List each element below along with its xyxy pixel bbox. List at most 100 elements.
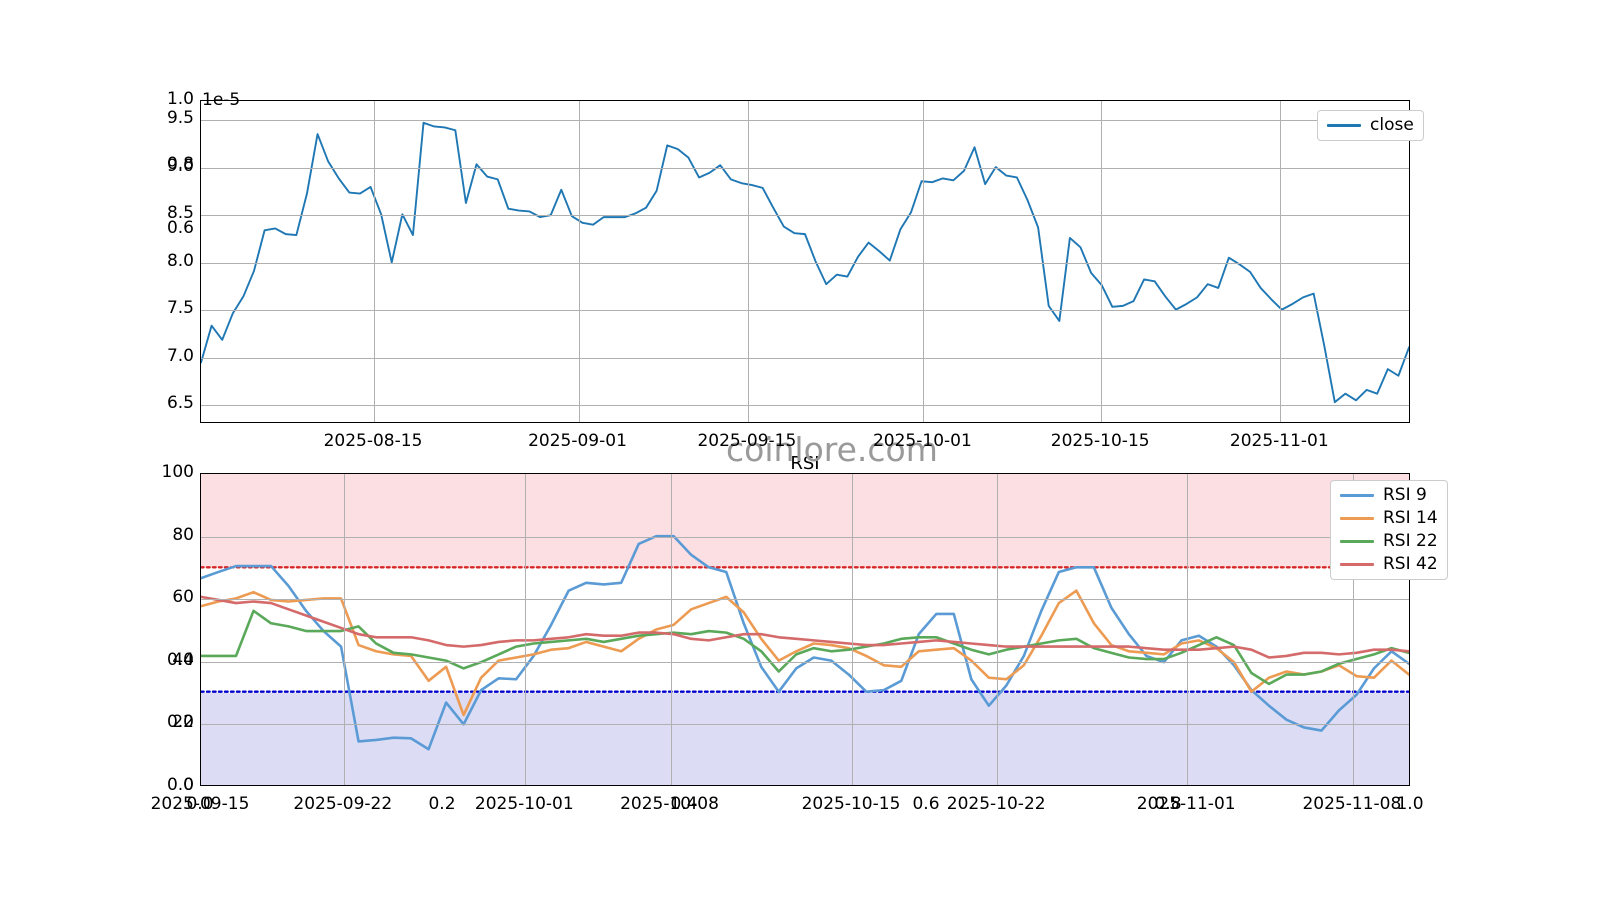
price-xtick-5: 2025-11-01 xyxy=(1229,431,1329,451)
rsi-legend: RSI 9 RSI 14 RSI 22 RSI 42 xyxy=(1330,480,1448,580)
price-gridline-v xyxy=(1280,101,1282,422)
rsi-gridline-h xyxy=(201,661,1409,663)
rsi-ytick-mark xyxy=(200,537,201,538)
rsi-gridline-v xyxy=(343,474,345,785)
rsi-gridline-h xyxy=(201,536,1409,538)
legend-label-rsi-22: RSI 22 xyxy=(1383,531,1438,551)
rsi-gridline-v xyxy=(852,474,853,785)
rsi-ytick-0: 0 xyxy=(183,775,194,795)
price-xtick-2: 2025-09-15 xyxy=(697,431,797,451)
rsi-overlay-xtick-0.6: 0.6 xyxy=(912,794,940,814)
price-gridline-v xyxy=(747,101,749,422)
price-gridline-h xyxy=(201,310,1409,311)
rsi-ytick-40: 40 xyxy=(172,649,194,670)
legend-item-close[interactable]: close xyxy=(1327,117,1414,134)
rsi-gridline-v xyxy=(997,474,999,785)
rsi-gridline-v xyxy=(525,474,527,785)
price-ytick-mark xyxy=(200,358,201,359)
price-xtick-0: 2025-08-15 xyxy=(323,431,423,451)
rsi-xtick-2: 2025-10-01 xyxy=(474,794,574,814)
price-legend: close xyxy=(1317,110,1424,141)
rsi-ytick-mark xyxy=(200,785,201,786)
rsi-xtick-6: 2025-11-01 xyxy=(1136,794,1236,814)
rsi-overlay-ytick-0.4: 0.4 xyxy=(166,649,194,670)
price-gridline-h xyxy=(201,167,1409,169)
price-gridline-v xyxy=(578,101,580,422)
price-ytick-8.5: 8.5 xyxy=(166,203,194,223)
price-gridline-h xyxy=(201,405,1409,406)
legend-label-rsi-42: RSI 42 xyxy=(1383,554,1438,574)
rsi-series-lines xyxy=(201,474,1409,785)
price-ytick-mark xyxy=(200,215,201,216)
rsi-ytick-mark xyxy=(200,724,201,725)
rsi-gridline-v xyxy=(1352,474,1354,785)
legend-label-rsi-9: RSI 9 xyxy=(1383,485,1427,505)
legend-item-rsi-9[interactable]: RSI 9 xyxy=(1340,487,1438,504)
price-overlay-ytick-1.0: 1.0 xyxy=(166,89,194,109)
rsi-overlay-xtick-1.0: 1.0 xyxy=(1396,794,1424,814)
price-overlay-ytick-0.6: 0.6 xyxy=(166,218,194,239)
rsi-overlay-ytick-0.0: 0.0 xyxy=(166,775,194,795)
price-ytick-mark xyxy=(200,168,201,169)
rsi-overbought-band xyxy=(201,474,1409,568)
rsi-overlay-xtick-0.2: 0.2 xyxy=(428,794,456,814)
rsi-ytick-60: 60 xyxy=(172,587,194,608)
price-ytick-mark xyxy=(200,310,201,311)
price-gridline-h xyxy=(201,357,1409,359)
coinlore-watermark: coinlore.com xyxy=(726,430,938,469)
price-ytick-7.5: 7.5 xyxy=(166,298,194,318)
legend-swatch-rsi-42 xyxy=(1340,563,1374,566)
legend-item-rsi-42[interactable]: RSI 42 xyxy=(1340,556,1438,573)
legend-label-rsi-14: RSI 14 xyxy=(1383,508,1438,528)
price-chart-panel xyxy=(200,100,1410,423)
legend-swatch-close xyxy=(1327,124,1361,127)
price-gridline-v xyxy=(374,101,375,422)
close-price-line xyxy=(201,101,1409,422)
price-xtick-4: 2025-10-15 xyxy=(1050,431,1150,451)
rsi-ytick-80: 80 xyxy=(172,524,194,545)
rsi-gridline-h xyxy=(201,724,1409,726)
price-ytick-mark xyxy=(200,405,201,406)
rsi-ytick-20: 20 xyxy=(172,712,194,733)
price-ytick-6.5: 6.5 xyxy=(166,393,194,413)
rsi-ytick-100: 100 xyxy=(161,462,194,482)
legend-label-close: close xyxy=(1370,115,1414,135)
price-gridline-v xyxy=(923,101,925,422)
price-ytick-mark xyxy=(200,263,201,264)
rsi-overlay-xtick-0.0: 0.0 xyxy=(186,794,214,814)
price-gridline-h xyxy=(201,262,1409,264)
price-ytick-mark xyxy=(200,120,201,121)
rsi-panel-title: RSI xyxy=(790,453,820,474)
rsi-overlay-xtick-0.4: 0.4 xyxy=(670,794,698,814)
price-gridline-h xyxy=(201,215,1409,216)
rsi-xtick-0: 2025-09-15 xyxy=(150,794,250,814)
rsi-ytick-mark xyxy=(200,599,201,600)
price-ytick-8.0: 8.0 xyxy=(166,250,194,271)
price-gridline-v xyxy=(1101,101,1103,422)
rsi-gridline-v xyxy=(1187,474,1189,785)
rsi-xtick-3: 2025-10-08 xyxy=(620,794,719,814)
rsi-gridline-h xyxy=(201,599,1409,601)
rsi-xtick-1: 2025-09-22 xyxy=(293,794,393,814)
price-overlay-ytick-0.8: 0.8 xyxy=(166,153,194,174)
price-gridline-h xyxy=(201,120,1409,121)
rsi-ytick-mark xyxy=(200,662,201,663)
rsi-xtick-4: 2025-10-15 xyxy=(801,794,901,814)
legend-item-rsi-14[interactable]: RSI 14 xyxy=(1340,510,1438,527)
rsi-overlay-xtick-0.8: 0.8 xyxy=(1154,794,1182,814)
price-ytick-9.0: 9.0 xyxy=(166,155,194,176)
legend-swatch-rsi-14 xyxy=(1340,517,1374,520)
legend-item-rsi-22[interactable]: RSI 22 xyxy=(1340,533,1438,550)
price-xtick-3: 2025-10-01 xyxy=(872,431,972,451)
rsi-chart-panel xyxy=(200,473,1410,786)
price-y-offset-label: 1e-5 xyxy=(202,90,241,110)
price-ytick-9.5: 9.5 xyxy=(166,108,194,128)
legend-swatch-rsi-9 xyxy=(1340,494,1374,497)
rsi-gridline-v xyxy=(670,474,672,785)
rsi-overlay-ytick-0.2: 0.2 xyxy=(166,712,194,733)
legend-swatch-rsi-22 xyxy=(1340,540,1374,543)
rsi-xtick-7: 2025-11-08 xyxy=(1302,794,1402,814)
price-xtick-1: 2025-09-01 xyxy=(528,431,627,451)
rsi-xtick-5: 2025-10-22 xyxy=(946,794,1046,814)
